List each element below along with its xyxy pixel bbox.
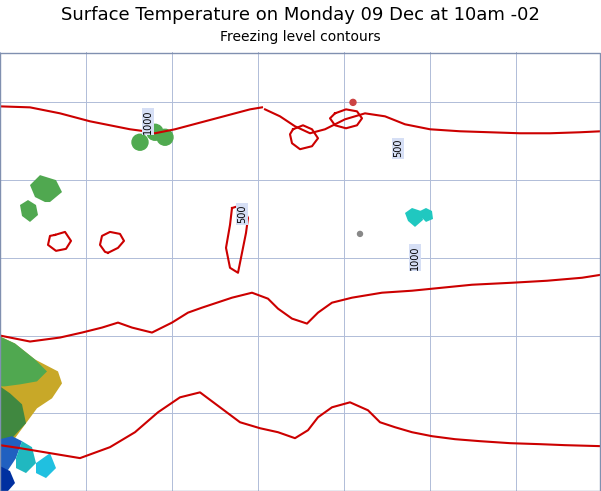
Polygon shape — [405, 208, 423, 227]
Polygon shape — [0, 336, 47, 386]
Text: Surface Temperature on Monday 09 Dec at 10am -02: Surface Temperature on Monday 09 Dec at … — [61, 6, 540, 25]
Polygon shape — [0, 336, 62, 471]
Polygon shape — [420, 208, 433, 222]
Text: Freezing level contours: Freezing level contours — [220, 30, 381, 44]
Polygon shape — [0, 386, 26, 439]
Polygon shape — [36, 453, 56, 478]
Circle shape — [350, 99, 356, 106]
Circle shape — [147, 124, 163, 140]
Polygon shape — [16, 441, 36, 473]
Text: 1000: 1000 — [410, 246, 420, 270]
Polygon shape — [30, 175, 62, 202]
Text: 500: 500 — [393, 139, 403, 158]
Polygon shape — [0, 466, 15, 491]
Polygon shape — [0, 436, 22, 491]
Text: 1000: 1000 — [143, 109, 153, 134]
Text: 500: 500 — [237, 205, 247, 223]
Circle shape — [358, 231, 362, 236]
Circle shape — [132, 134, 148, 150]
Circle shape — [157, 129, 173, 145]
Polygon shape — [20, 200, 38, 222]
